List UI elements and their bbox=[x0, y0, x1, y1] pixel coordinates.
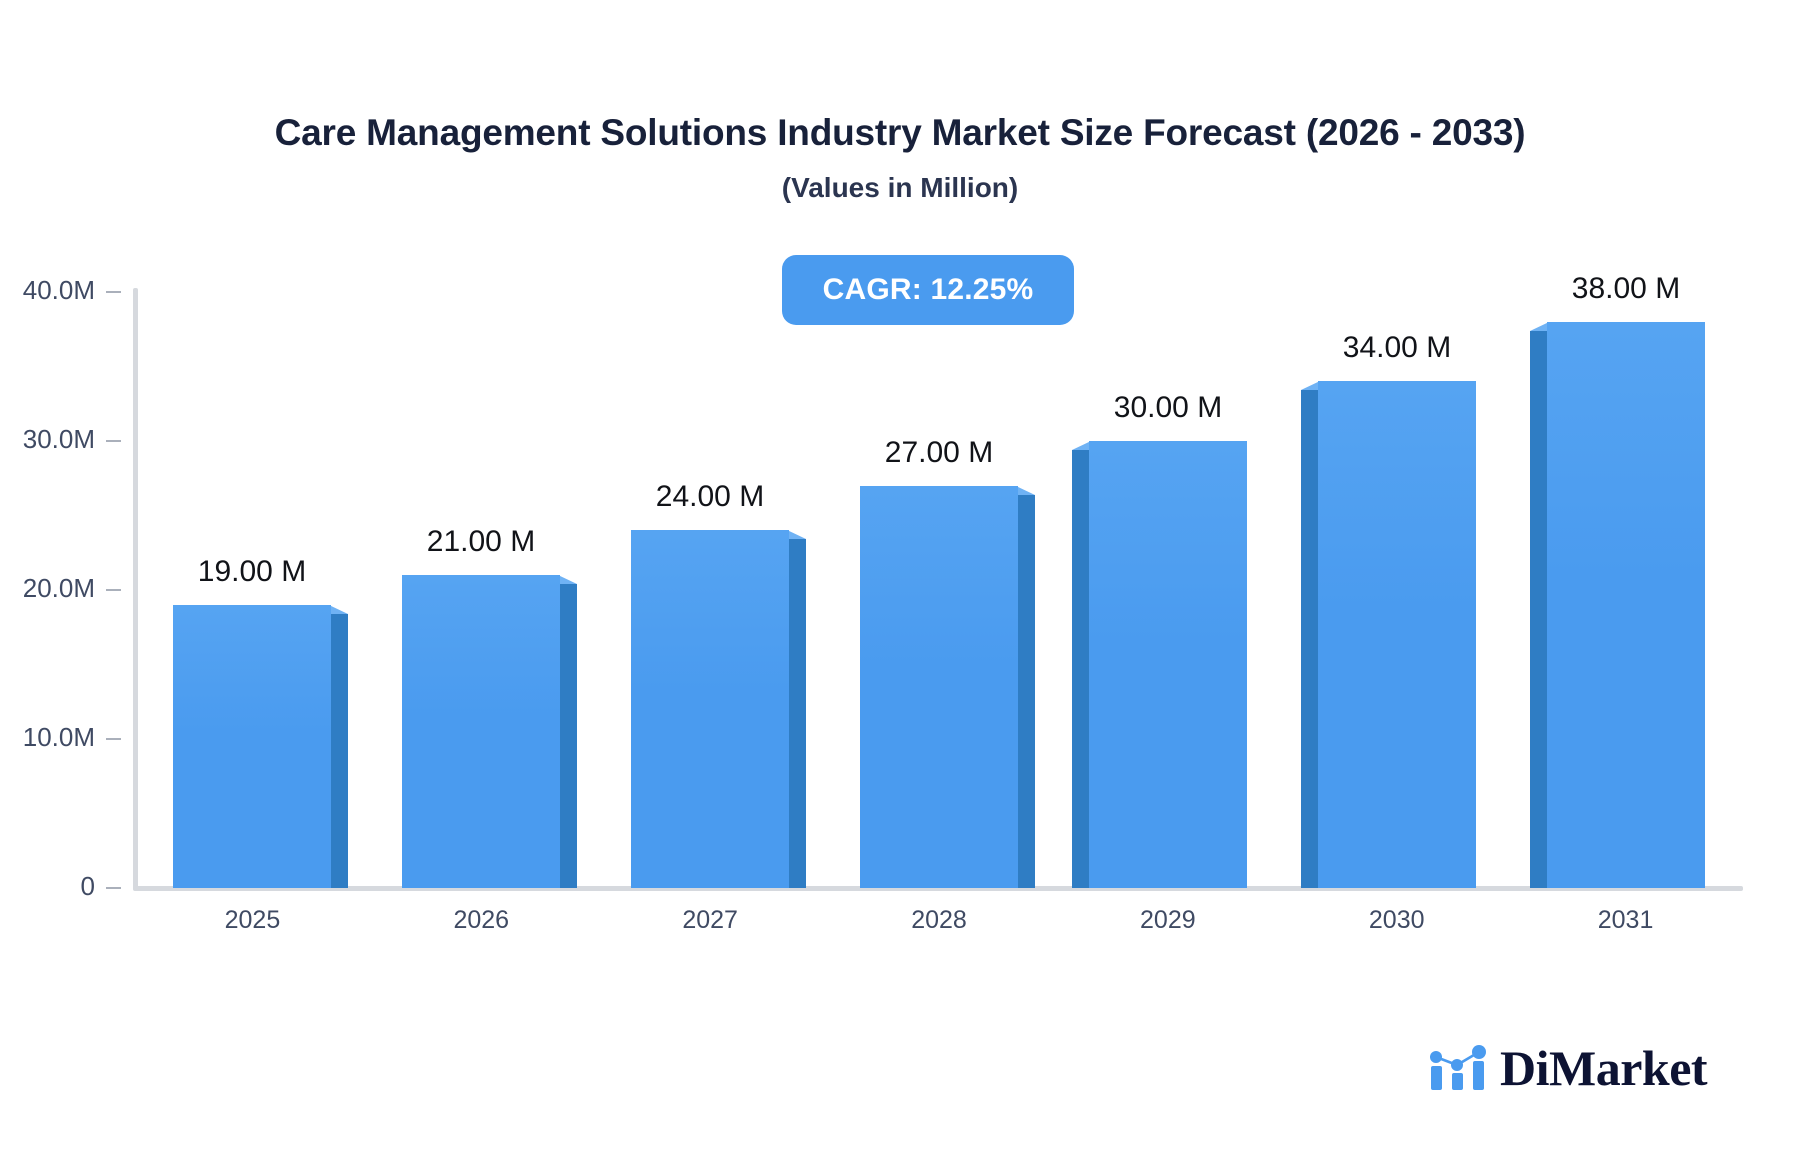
bar-side-face bbox=[1016, 495, 1035, 888]
bar-2026[interactable] bbox=[402, 575, 577, 888]
x-axis-line bbox=[133, 886, 1743, 891]
y-tick-label: 30.0M bbox=[22, 424, 95, 454]
bar-value-label: 27.00 M bbox=[884, 436, 994, 469]
bar-value-label: 24.00 M bbox=[655, 480, 765, 513]
bar-top-face bbox=[1016, 486, 1035, 495]
y-tick-label: 10.0M bbox=[22, 722, 95, 752]
bar-top-face bbox=[787, 530, 806, 539]
y-tick-mark bbox=[106, 887, 121, 889]
bar-side-face bbox=[1301, 390, 1320, 888]
x-tick-label: 2028 bbox=[911, 906, 967, 934]
bar-face bbox=[173, 605, 331, 888]
bar-2031[interactable] bbox=[1530, 322, 1705, 888]
y-tick-mark bbox=[106, 589, 121, 591]
x-tick-label: 2029 bbox=[1140, 906, 1196, 934]
bar-2030[interactable] bbox=[1301, 381, 1476, 888]
bar-top-face bbox=[558, 575, 577, 584]
y-tick-mark bbox=[106, 291, 121, 293]
bar-top-face bbox=[329, 605, 348, 614]
bar-face bbox=[1318, 381, 1476, 888]
page-title: Care Management Solutions Industry Marke… bbox=[274, 112, 1526, 153]
bar-2028[interactable] bbox=[860, 486, 1035, 888]
bar-face bbox=[631, 530, 789, 888]
bar-side-face bbox=[558, 584, 577, 888]
bar-side-face bbox=[329, 614, 348, 888]
bar-2025[interactable] bbox=[173, 605, 348, 888]
brand-logo: DiMarket bbox=[1428, 1040, 1708, 1096]
bar-face bbox=[402, 575, 560, 888]
bar-face bbox=[1089, 441, 1247, 888]
cagr-badge: CAGR: 12.25% bbox=[782, 255, 1074, 325]
bar-2027[interactable] bbox=[631, 530, 806, 888]
x-tick-label: 2030 bbox=[1368, 906, 1425, 934]
x-tick-label: 2026 bbox=[453, 906, 510, 934]
bar-face bbox=[860, 486, 1018, 888]
y-tick-mark bbox=[106, 738, 121, 740]
y-tick-label: 0 bbox=[80, 871, 95, 901]
bar-side-face bbox=[1530, 331, 1549, 888]
page-subtitle: (Values in Million) bbox=[781, 172, 1019, 203]
brand-name: DiMarket bbox=[1500, 1040, 1708, 1096]
x-tick-label: 2025 bbox=[224, 906, 281, 934]
bar-value-label: 34.00 M bbox=[1342, 331, 1452, 364]
x-tick-label: 2031 bbox=[1597, 906, 1654, 934]
y-tick-mark bbox=[106, 440, 121, 442]
bar-value-label: 38.00 M bbox=[1571, 272, 1681, 305]
bar-top-face bbox=[1072, 441, 1091, 450]
y-tick-label: 40.0M bbox=[22, 275, 95, 305]
bar-top-face bbox=[1530, 322, 1549, 331]
bar-chart-logo-icon bbox=[1430, 1045, 1486, 1090]
bar-side-face bbox=[1072, 450, 1091, 888]
bar-top-face bbox=[1301, 381, 1320, 390]
bar-value-label: 21.00 M bbox=[426, 525, 536, 558]
bar-value-label: 19.00 M bbox=[197, 555, 307, 588]
y-axis-line bbox=[133, 288, 138, 890]
y-tick-label: 20.0M bbox=[22, 573, 95, 603]
bar-face bbox=[1547, 322, 1705, 888]
bar-side-face bbox=[787, 539, 806, 888]
x-tick-label: 2027 bbox=[682, 906, 738, 934]
bar-2029[interactable] bbox=[1072, 441, 1247, 888]
bar-value-label: 30.00 M bbox=[1113, 391, 1223, 424]
